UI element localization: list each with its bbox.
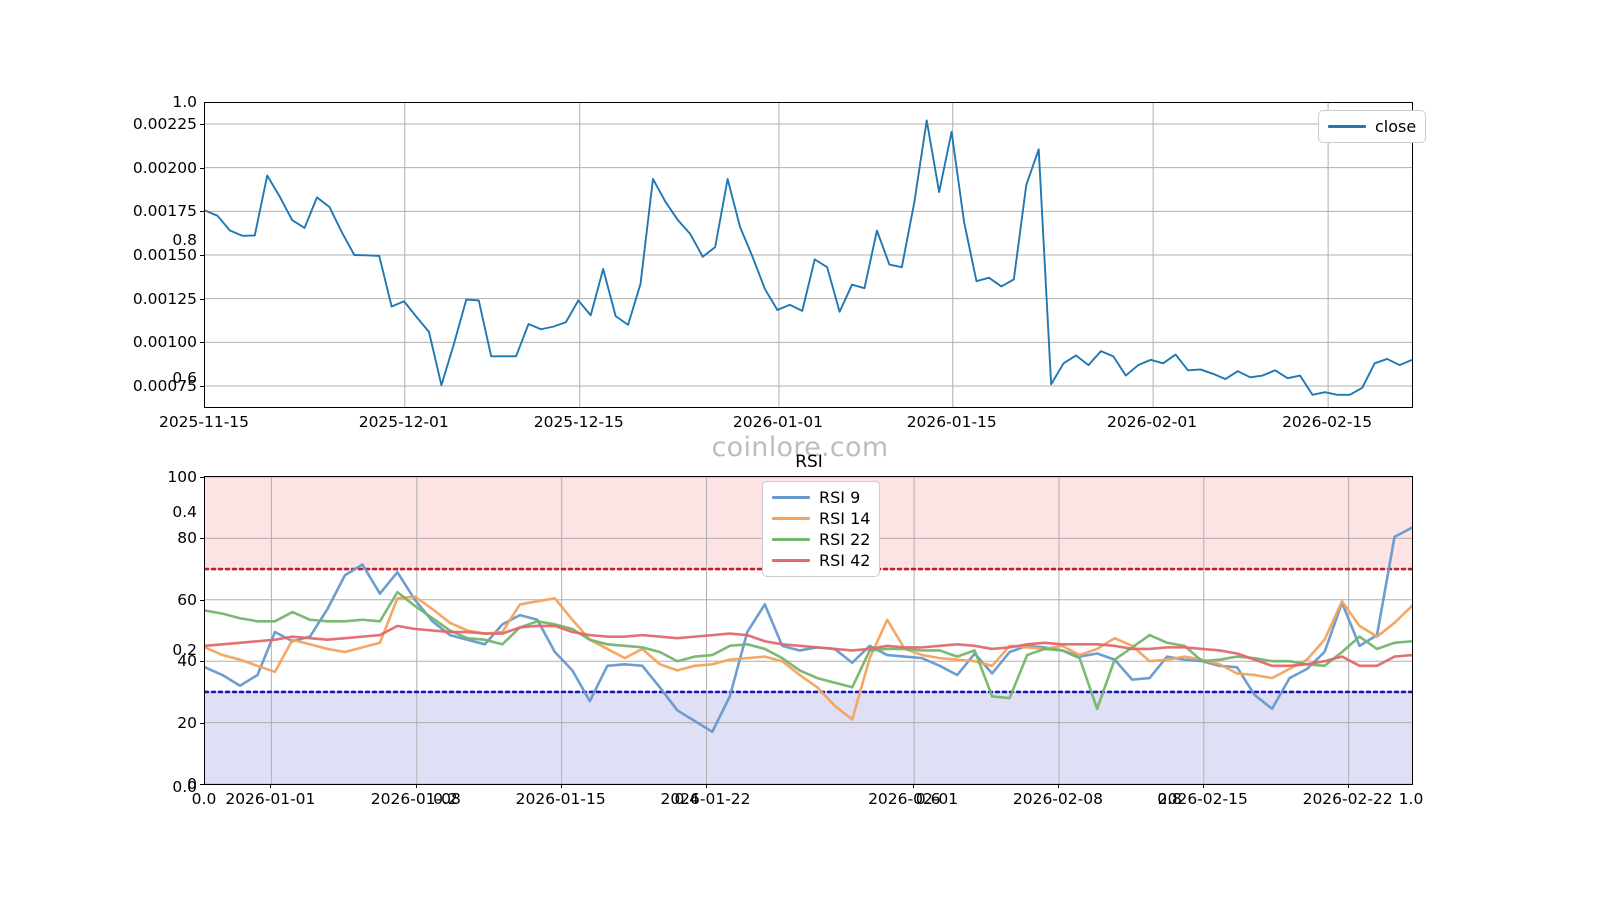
rsi-legend-item[interactable]: RSI 14 <box>772 508 870 529</box>
rsi-x-tick-mark <box>1202 784 1204 788</box>
rsi-legend-item[interactable]: RSI 42 <box>772 550 870 571</box>
price-y-tick-mark <box>200 342 204 344</box>
rsi-y-tick: 20 <box>177 713 197 732</box>
price-y-tick: 0.00125 <box>132 289 197 308</box>
price-y-tick-mark <box>200 167 204 169</box>
rsi-ghost-x-tick: 0.0 <box>191 790 217 808</box>
price-x-tick: 2025-12-15 <box>533 413 624 431</box>
legend-color-swatch <box>1328 124 1366 129</box>
rsi-chart-title: RSI <box>795 452 823 472</box>
rsi-legend-item[interactable]: RSI 22 <box>772 529 870 550</box>
legend-color-swatch <box>772 495 810 500</box>
price-x-tick: 2026-01-15 <box>906 413 997 431</box>
rsi-ghost-x-tick: 1.0 <box>1398 790 1424 808</box>
rsi-x-tick: 2026-01-01 <box>225 790 316 808</box>
price-y-tick-mark <box>200 211 204 213</box>
rsi-y-tick-mark <box>200 661 204 663</box>
rsi-y-tick: 60 <box>177 590 197 609</box>
rsi-y-tick: 0 <box>187 775 197 793</box>
price-y-tick: 0.00175 <box>132 202 197 221</box>
price-ghost-y-tick: 0.6 <box>172 369 197 387</box>
rsi-x-tick-mark <box>705 784 707 788</box>
price-y-tick-mark <box>200 298 204 300</box>
rsi-x-tick: 2026-02-08 <box>1012 790 1103 808</box>
price-y-tick-mark <box>200 255 204 256</box>
rsi-x-tick: 2026-01-22 <box>660 790 751 808</box>
rsi-x-tick-mark <box>270 784 272 788</box>
rsi-x-tick: 2026-01-15 <box>515 790 606 808</box>
legend-color-swatch <box>772 537 810 542</box>
rsi-ghost-y-tick: 0.4 <box>172 503 197 521</box>
price-legend-label: close <box>1375 116 1417 136</box>
rsi-x-tick: 2026-02-01 <box>868 790 959 808</box>
rsi-legend-label: RSI 42 <box>819 550 871 570</box>
rsi-x-tick-mark <box>560 784 562 788</box>
price-ghost-y-tick: 1.0 <box>172 93 197 111</box>
price-ghost-y-tick: 0.8 <box>172 231 197 249</box>
rsi-y-tick: 100 <box>167 468 197 486</box>
price-x-tick: 2025-12-01 <box>358 413 449 431</box>
rsi-legend-label: RSI 14 <box>819 508 871 528</box>
rsi-ghost-y-tick: 0.2 <box>172 641 197 659</box>
price-chart-axes <box>204 102 1413 408</box>
rsi-x-tick: 2026-02-15 <box>1157 790 1248 808</box>
rsi-legend-item[interactable]: RSI 9 <box>772 487 870 508</box>
price-y-tick: 0.00200 <box>132 158 197 177</box>
rsi-x-tick-mark <box>1057 784 1059 788</box>
rsi-x-tick-mark <box>913 784 915 788</box>
rsi-y-tick-mark <box>200 784 204 785</box>
rsi-ghost-x-tick: 0.4 <box>674 790 700 808</box>
rsi-y-tick-mark <box>200 477 204 478</box>
price-y-tick: 0.00100 <box>132 333 197 352</box>
price-x-tick: 2025-11-15 <box>158 413 250 431</box>
legend-color-swatch <box>772 558 810 563</box>
price-x-tick: 2026-01-01 <box>732 413 823 431</box>
rsi-ghost-y-tick: 0.0 <box>172 778 197 796</box>
price-legend-item[interactable]: close <box>1328 116 1416 137</box>
rsi-legend-label: RSI 9 <box>819 487 861 507</box>
price-x-tick: 2026-02-15 <box>1282 413 1373 431</box>
price-y-tick: 0.00225 <box>132 114 197 133</box>
rsi-y-tick: 80 <box>177 529 197 548</box>
rsi-x-tick-mark <box>1347 784 1349 788</box>
price-plot-area <box>205 103 1412 407</box>
rsi-x-tick: 2026-01-08 <box>370 790 461 808</box>
rsi-x-tick-mark <box>415 784 417 788</box>
rsi-legend-label: RSI 22 <box>819 529 871 549</box>
watermark: coinlore.com <box>711 432 889 463</box>
price-y-tick: 0.00150 <box>132 246 197 264</box>
rsi-ghost-x-tick: 0.2 <box>433 790 458 808</box>
rsi-y-tick: 40 <box>177 652 197 671</box>
rsi-y-tick-mark <box>200 722 204 724</box>
price-y-tick-mark <box>200 386 204 388</box>
rsi-ghost-x-tick: 0.6 <box>915 790 941 808</box>
price-x-tick: 2026-02-01 <box>1107 413 1198 431</box>
rsi-y-tick-mark <box>200 599 204 601</box>
price-y-tick-mark <box>200 123 204 125</box>
rsi-legend: RSI 9 RSI 14 RSI 22 RSI 42 <box>762 481 881 577</box>
rsi-ghost-x-tick: 0.8 <box>1157 790 1182 808</box>
rsi-x-tick: 2026-02-22 <box>1302 790 1393 808</box>
price-legend: close <box>1318 110 1427 143</box>
rsi-y-tick-mark <box>200 538 204 540</box>
price-y-tick: 0.00075 <box>132 377 197 396</box>
legend-color-swatch <box>772 516 810 521</box>
